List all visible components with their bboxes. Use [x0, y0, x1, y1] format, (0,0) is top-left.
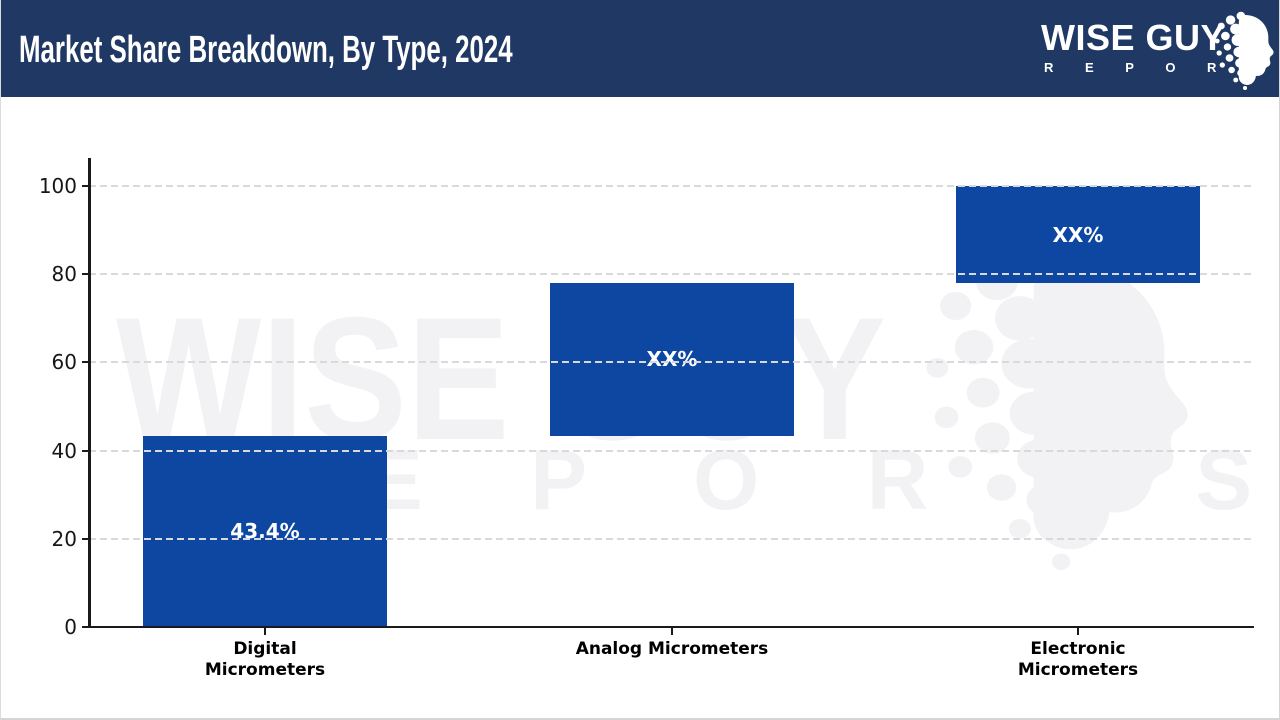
header-bar: Market Share Breakdown, By Type, 2024 WI…	[1, 0, 1279, 97]
gridline	[89, 273, 1254, 276]
x-axis-line	[89, 625, 1254, 628]
category-label-line: Digital	[233, 639, 297, 659]
brand-name: WISE GUY	[1041, 17, 1226, 58]
y-tick-mark	[82, 449, 89, 452]
y-tick-label: 80	[51, 262, 77, 287]
gridline	[89, 537, 1254, 540]
brand-logo: WISE GUY R E P O R T S	[1041, 8, 1279, 92]
bar-value-label: XX%	[1052, 222, 1104, 247]
x-tick-mark	[671, 628, 673, 635]
y-tick-label: 0	[64, 615, 77, 639]
brand-face-logo-icon	[1214, 11, 1274, 90]
y-tick-label: 60	[51, 350, 77, 375]
x-tick-mark	[1077, 628, 1079, 635]
y-tick-mark	[82, 185, 89, 187]
y-tick-label: 100	[38, 174, 77, 198]
y-tick-mark	[82, 273, 89, 276]
category-label-line: Analog Micrometers	[575, 639, 769, 659]
bar: 43.4%	[143, 435, 387, 627]
chart-title: Market Share Breakdown, By Type, 2024	[19, 29, 513, 71]
bar: XX%	[956, 186, 1200, 284]
y-tick-mark	[82, 361, 89, 364]
category-label-line: Micrometers	[1017, 660, 1139, 680]
y-tick-mark	[82, 626, 89, 628]
gridline	[89, 449, 1254, 452]
y-tick-label: 20	[51, 526, 77, 551]
category-label: Electronic Micrometers	[908, 639, 1248, 681]
gridline	[89, 361, 1254, 364]
category-label-line: Micrometers	[204, 660, 326, 680]
bar-value-label: 43.4%	[230, 519, 300, 544]
bar: XX%	[550, 283, 794, 436]
category-label: Analog Micrometers	[502, 639, 842, 660]
watermark-face-logo-icon	[926, 247, 1188, 570]
gridline	[89, 185, 1254, 187]
category-label: Digital Micrometers	[95, 639, 435, 681]
y-tick-mark	[82, 537, 89, 540]
y-tick-label: 40	[51, 438, 77, 463]
y-axis-line	[88, 158, 91, 628]
bar-value-label: XX%	[646, 347, 698, 372]
x-tick-mark	[264, 628, 266, 635]
category-label-line: Electronic	[1030, 639, 1126, 659]
